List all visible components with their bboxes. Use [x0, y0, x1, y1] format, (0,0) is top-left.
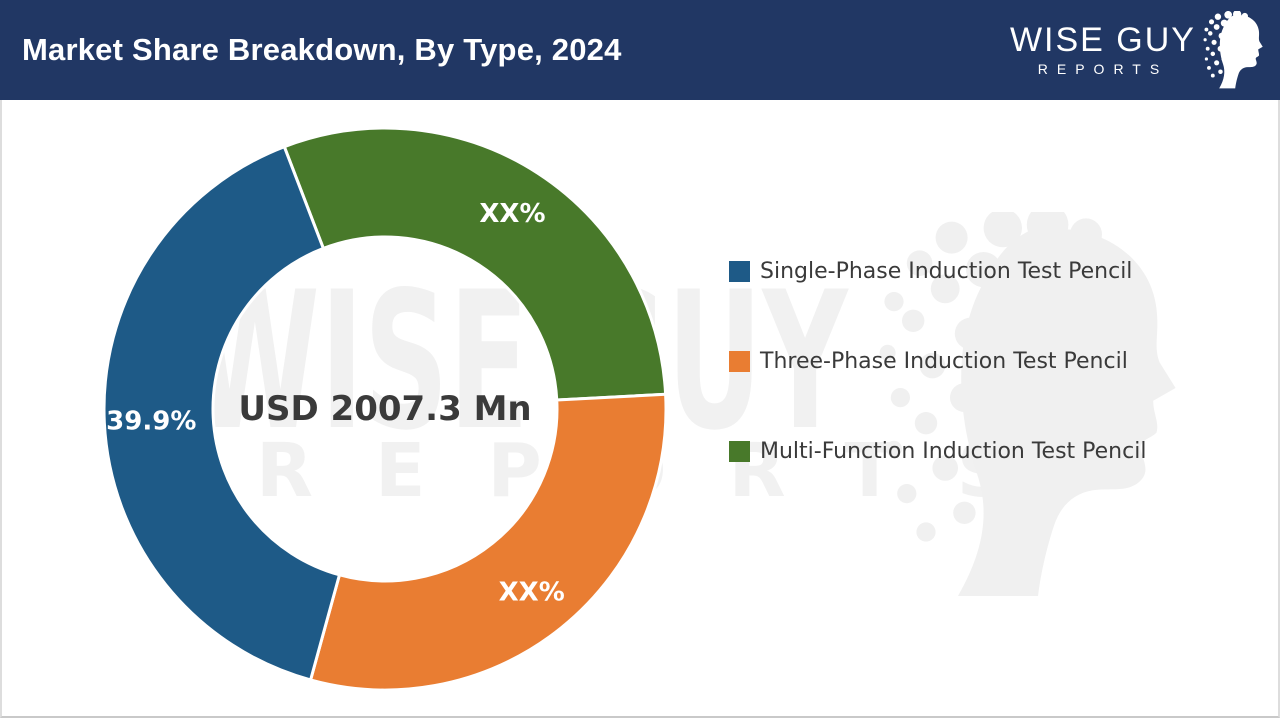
legend-swatch-single-phase	[729, 260, 750, 282]
brand-subname: REPORTS	[1037, 60, 1169, 77]
legend: Single-Phase Induction Test Pencil Three…	[729, 246, 1146, 516]
brand-logo: WISE GUY REPORTS	[1010, 11, 1264, 89]
legend-label: Single-Phase Induction Test Pencil	[760, 258, 1133, 284]
legend-item-multi-function: Multi-Function Induction Test Pencil	[729, 426, 1146, 476]
legend-label: Three-Phase Induction Test Pencil	[760, 348, 1128, 374]
brand-name: WISE GUY	[1009, 21, 1196, 60]
donut-slice	[282, 126, 668, 402]
legend-label: Multi-Function Induction Test Pencil	[760, 438, 1147, 464]
legend-swatch-three-phase	[729, 350, 750, 372]
slice-label: XX%	[499, 577, 565, 607]
brand-face-icon	[1203, 11, 1263, 89]
brand-logo-text: WISE GUY REPORTS	[1009, 21, 1196, 77]
legend-swatch-multi-function	[729, 440, 750, 462]
legend-item-single-phase: Single-Phase Induction Test Pencil	[729, 246, 1146, 296]
page-title: Market Share Breakdown, By Type, 2024	[22, 32, 622, 67]
donut-slice	[308, 392, 668, 692]
slice-label: 39.9%	[106, 407, 196, 437]
donut-slice	[102, 144, 342, 682]
legend-item-three-phase: Three-Phase Induction Test Pencil	[729, 336, 1146, 386]
slice-label: XX%	[479, 199, 545, 229]
header: Market Share Breakdown, By Type, 2024 WI…	[0, 0, 1280, 100]
donut-center-value: USD 2007.3 Mn	[238, 389, 532, 429]
